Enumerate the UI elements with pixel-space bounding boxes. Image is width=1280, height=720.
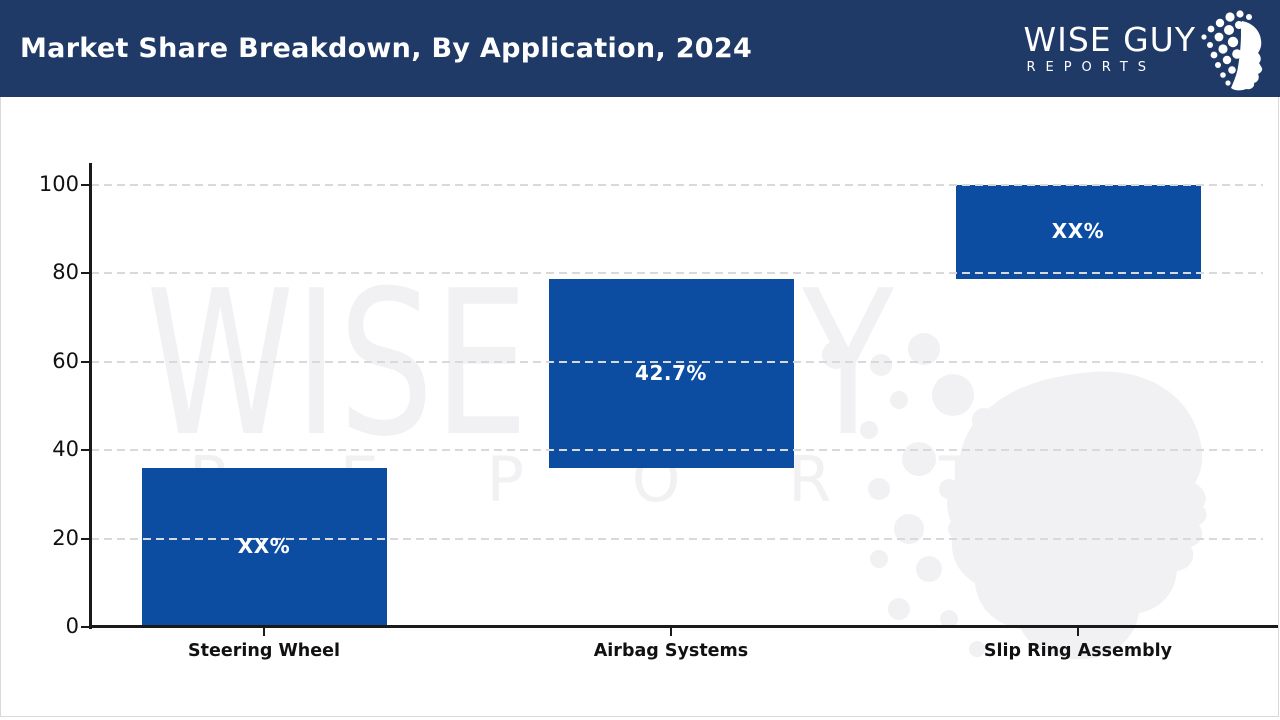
bar-airbag-systems <box>548 279 794 468</box>
bar-slip-ring-assembly <box>955 185 1201 280</box>
y-tick-label: 80 <box>52 260 79 285</box>
x-tick-mark <box>1077 628 1079 636</box>
bar-value-label: XX% <box>1051 219 1105 244</box>
y-tick-mark <box>81 184 89 186</box>
y-tick-mark <box>81 537 89 540</box>
gridline-80 <box>91 272 1263 275</box>
y-axis-line <box>89 163 92 629</box>
bar-steering-wheel <box>141 467 387 627</box>
x-category-label: Steering Wheel <box>188 641 340 661</box>
y-tick-mark <box>81 449 89 452</box>
x-tick-mark <box>263 628 265 636</box>
x-axis-line <box>89 625 1278 628</box>
gridline-60 <box>91 360 1263 363</box>
gridline-100 <box>91 184 1263 186</box>
brand-face-icon <box>1201 9 1263 90</box>
x-category-label: Airbag Systems <box>593 641 749 661</box>
y-tick-mark <box>81 626 89 628</box>
page-title: Market Share Breakdown, By Application, … <box>20 33 753 64</box>
y-tick-label: 100 <box>38 172 79 196</box>
gridline-40 <box>91 449 1263 452</box>
chart-card: WISE GUY R E P O R T S XX% 42.7% XX% 0 20 40 6… <box>0 97 1279 717</box>
watermark-face-icon <box>822 333 1207 660</box>
brand-logo-text: WISE GUY REPORTS <box>1023 23 1196 74</box>
header-bar: Market Share Breakdown, By Application, … <box>0 0 1280 97</box>
x-tick-mark <box>670 628 672 636</box>
bar-value-label: 42.7% <box>635 360 707 385</box>
y-tick-label: 20 <box>52 525 79 550</box>
y-tick-label: 0 <box>65 614 79 638</box>
brand-subname: REPORTS <box>1026 60 1157 75</box>
x-category-label: Slip Ring Assembly <box>983 641 1173 661</box>
y-tick-mark <box>81 360 89 363</box>
y-tick-mark <box>81 272 89 275</box>
brand-logo: WISE GUY REPORTS <box>1023 7 1264 91</box>
y-tick-label: 40 <box>52 437 79 462</box>
bar-value-label: XX% <box>237 534 291 559</box>
brand-name: WISE GUY <box>1023 20 1196 59</box>
y-tick-label: 60 <box>52 348 79 373</box>
gridline-20 <box>91 537 1263 540</box>
